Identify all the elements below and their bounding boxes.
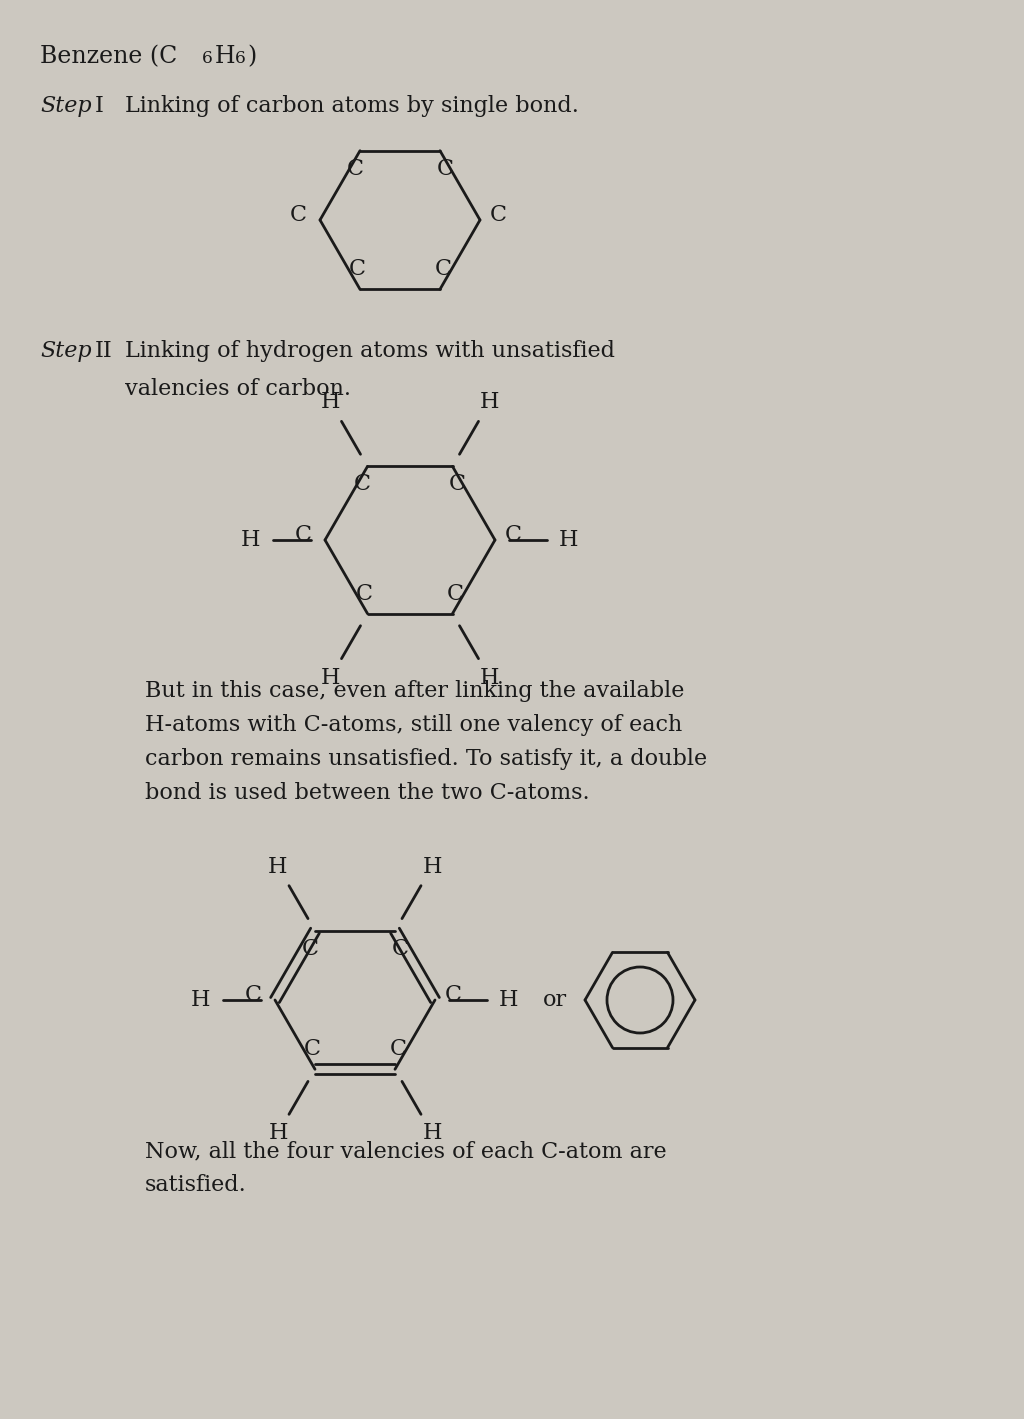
- Text: C: C: [436, 158, 454, 180]
- Text: H: H: [480, 392, 500, 413]
- Text: Linking of carbon atoms by single bond.: Linking of carbon atoms by single bond.: [125, 95, 579, 116]
- Text: H: H: [559, 529, 579, 551]
- Text: Step: Step: [40, 95, 91, 116]
- Text: H: H: [268, 1122, 288, 1144]
- Text: or: or: [543, 989, 567, 1010]
- Text: I: I: [95, 95, 103, 116]
- Text: Step: Step: [40, 341, 91, 362]
- Text: C: C: [391, 938, 409, 959]
- Text: bond is used between the two C-atoms.: bond is used between the two C-atoms.: [145, 782, 590, 805]
- Text: 6: 6: [202, 50, 213, 67]
- Text: H: H: [422, 856, 441, 877]
- Text: ): ): [247, 45, 256, 68]
- Text: C: C: [245, 983, 261, 1006]
- Text: C: C: [449, 474, 466, 495]
- Text: C: C: [348, 258, 366, 281]
- Text: C: C: [505, 524, 521, 546]
- Text: Benzene (C: Benzene (C: [40, 45, 177, 68]
- Text: Linking of hydrogen atoms with unsatisfied: Linking of hydrogen atoms with unsatisfi…: [125, 341, 615, 362]
- Text: II: II: [95, 341, 113, 362]
- Text: C: C: [295, 524, 311, 546]
- Text: C: C: [346, 158, 364, 180]
- Text: H: H: [215, 45, 236, 68]
- Text: C: C: [489, 204, 507, 226]
- Text: satisfied.: satisfied.: [145, 1174, 247, 1196]
- Text: H: H: [321, 667, 340, 688]
- Text: C: C: [354, 474, 371, 495]
- Text: C: C: [290, 204, 306, 226]
- Text: C: C: [389, 1039, 407, 1060]
- Text: Now, all the four valencies of each C-atom are: Now, all the four valencies of each C-at…: [145, 1139, 667, 1162]
- Text: valencies of carbon.: valencies of carbon.: [125, 377, 351, 400]
- Text: H: H: [500, 989, 519, 1010]
- Text: C: C: [356, 583, 373, 604]
- Text: C: C: [444, 983, 462, 1006]
- Text: carbon remains unsatisfied. To satisfy it, a double: carbon remains unsatisfied. To satisfy i…: [145, 748, 708, 771]
- Text: H: H: [321, 392, 340, 413]
- Text: C: C: [303, 1039, 321, 1060]
- Text: H-atoms with C-atoms, still one valency of each: H-atoms with C-atoms, still one valency …: [145, 714, 682, 736]
- Text: C: C: [301, 938, 318, 959]
- Text: H: H: [422, 1122, 441, 1144]
- Text: H: H: [242, 529, 261, 551]
- Text: H: H: [268, 856, 288, 877]
- Text: 6: 6: [234, 50, 246, 67]
- Text: H: H: [191, 989, 211, 1010]
- Text: C: C: [447, 583, 464, 604]
- Text: But in this case, even after linking the available: But in this case, even after linking the…: [145, 680, 684, 702]
- Text: C: C: [434, 258, 452, 281]
- Text: H: H: [480, 667, 500, 688]
